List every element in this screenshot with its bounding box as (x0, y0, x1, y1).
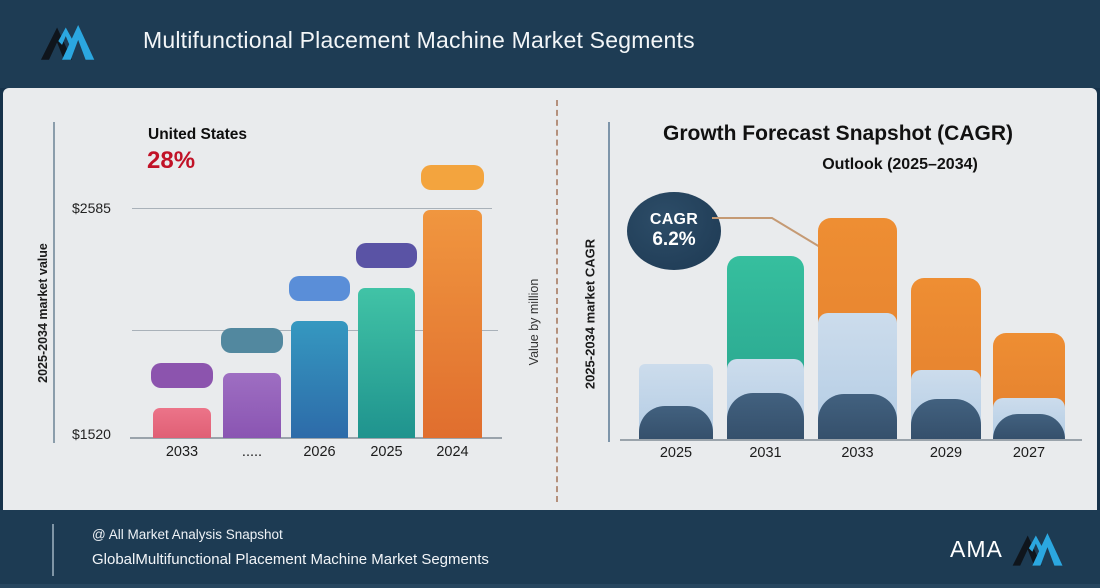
right-bar-base-2031 (727, 393, 804, 439)
right-chart-subtitle: Outlook (2025–2034) (822, 156, 978, 173)
right-chart-y-axis-title: 2025-2034 market CAGR (582, 238, 598, 390)
header-bar: Multifunctional Placement Machine Market… (0, 0, 1100, 88)
footer-divider-line (52, 524, 54, 576)
left-chart-gridline-2585 (132, 208, 492, 209)
right-bar-base-2029 (911, 399, 981, 439)
right-bar-base-2025 (639, 406, 713, 439)
left-bar-cap-2024 (421, 165, 484, 190)
left-bar-2025 (358, 288, 415, 438)
right-chart-x-label: 2029 (929, 445, 963, 461)
left-bar-2026 (291, 321, 348, 438)
right-chart-y-axis-line (608, 122, 610, 442)
right-bar-base-2033 (818, 394, 897, 439)
cagr-badge-label: CAGR (649, 211, 699, 228)
left-chart-x-label: ..... (241, 444, 263, 460)
right-chart-x-label: 2027 (1012, 445, 1046, 461)
panel-divider-dashed-line (556, 100, 558, 502)
left-bar-2024 (423, 210, 482, 438)
left-chart-x-label: 2033 (165, 444, 199, 460)
left-chart-highlight-percentage: 28% (147, 147, 196, 174)
ama-logo-icon (40, 25, 95, 60)
left-chart-y-axis-line (53, 122, 55, 443)
footer-report-title: GlobalMultifunctional Placement Machine … (92, 551, 489, 568)
page-title: Multifunctional Placement Machine Market… (143, 27, 695, 53)
left-bar-cap-2033 (151, 363, 213, 388)
cagr-badge-value: 6.2% (652, 229, 696, 250)
left-chart-y-axis-title: 2025-2034 market value (36, 243, 50, 383)
left-bar-cap-2025 (356, 243, 417, 268)
left-chart-x-axis-line (130, 437, 502, 439)
right-chart-x-label: 2031 (749, 445, 782, 461)
left-chart-ytick-1520: $1520 (72, 426, 111, 442)
badge-connector-line (712, 217, 821, 248)
value-by-million-axis-label: Value by million (527, 278, 541, 366)
left-bar-cap-2026 (289, 276, 350, 301)
right-chart-x-label: 2025 (659, 445, 693, 461)
right-chart-x-label: 2033 (841, 445, 874, 461)
left-bar-..... (223, 373, 281, 438)
footer-ama-logo-icon (1012, 533, 1063, 566)
cagr-badge: CAGR 6.2% (627, 192, 721, 270)
right-chart-title: Growth Forecast Snapshot (CAGR) (662, 122, 1014, 145)
left-chart-x-label: 2025 (370, 444, 403, 460)
left-chart-x-label: 2026 (303, 444, 336, 460)
right-bar-base-2027 (993, 414, 1065, 439)
left-chart-ytick-2585: $2585 (72, 200, 111, 216)
right-chart-x-axis-line (620, 439, 1082, 441)
footer-brand-text: AMA (950, 536, 1003, 562)
footer-credit-text: @ All Market Analysis Snapshot (92, 527, 283, 542)
left-bar-cap-..... (221, 328, 283, 353)
left-chart-region-label: United States (148, 126, 248, 143)
left-chart-x-label: 2024 (436, 444, 469, 460)
left-bar-2033 (153, 408, 211, 438)
footer-bar: @ All Market Analysis Snapshot GlobalMul… (0, 510, 1100, 588)
